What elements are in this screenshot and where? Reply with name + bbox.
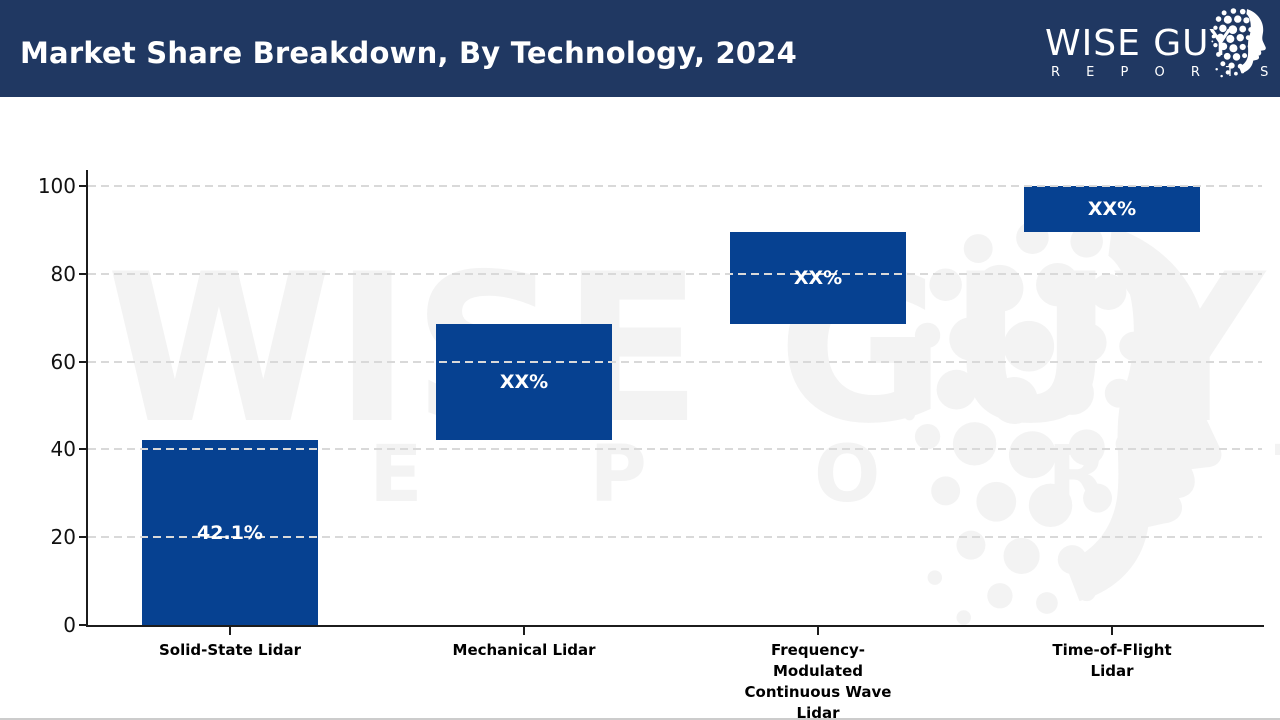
- bar-1: [142, 440, 318, 625]
- bar-value-label-4: XX%: [1087, 198, 1137, 221]
- y-tick-label-20: 20: [50, 525, 76, 550]
- header-bar: Market Share Breakdown, By Technology, 2…: [0, 0, 1280, 97]
- bar-value-label-2: XX%: [499, 371, 549, 394]
- y-tick-label-80: 80: [50, 261, 76, 286]
- y-tick-mark-80: [79, 272, 86, 275]
- y-tick-mark-20: [79, 536, 86, 539]
- bar-2: [436, 324, 612, 441]
- y-tick-label-60: 60: [50, 349, 76, 374]
- x-category-label-4: Time-of-Flight Lidar: [1052, 641, 1172, 680]
- x-tick-mark-4: [1111, 627, 1113, 635]
- x-category-label-2: Mechanical Lidar: [452, 641, 596, 659]
- x-tick-mark-2: [523, 627, 525, 635]
- brand-logo-text: WISE GUY: [1045, 23, 1233, 64]
- y-tick-mark-100: [79, 185, 86, 187]
- y-axis-spine: [86, 170, 88, 627]
- x-tick-mark-3: [817, 627, 819, 635]
- x-tick-mark-1: [229, 627, 231, 635]
- y-tick-label-0: 0: [63, 613, 76, 637]
- y-tick-mark-0: [79, 624, 86, 626]
- x-category-label-3: Frequency- Modulated Continuous Wave Lid…: [744, 641, 892, 720]
- y-tick-mark-40: [79, 448, 86, 451]
- x-axis-spine: [86, 625, 1264, 627]
- bar-3: [730, 232, 906, 325]
- brand-logo: WISE GUY R E P O R T S: [1045, 8, 1280, 94]
- y-tick-label-100: 100: [37, 174, 76, 198]
- x-category-label-1: Solid-State Lidar: [159, 641, 301, 659]
- y-tick-label-40: 40: [50, 437, 76, 462]
- bar-4: [1024, 186, 1200, 233]
- page-title: Market Share Breakdown, By Technology, 2…: [20, 36, 798, 70]
- bar-value-label-3: XX%: [793, 267, 843, 290]
- figure-bottom-border: [0, 718, 1280, 720]
- y-tick-mark-60: [79, 360, 86, 363]
- brand-logo-subtext: R E P O R T S: [1051, 64, 1280, 80]
